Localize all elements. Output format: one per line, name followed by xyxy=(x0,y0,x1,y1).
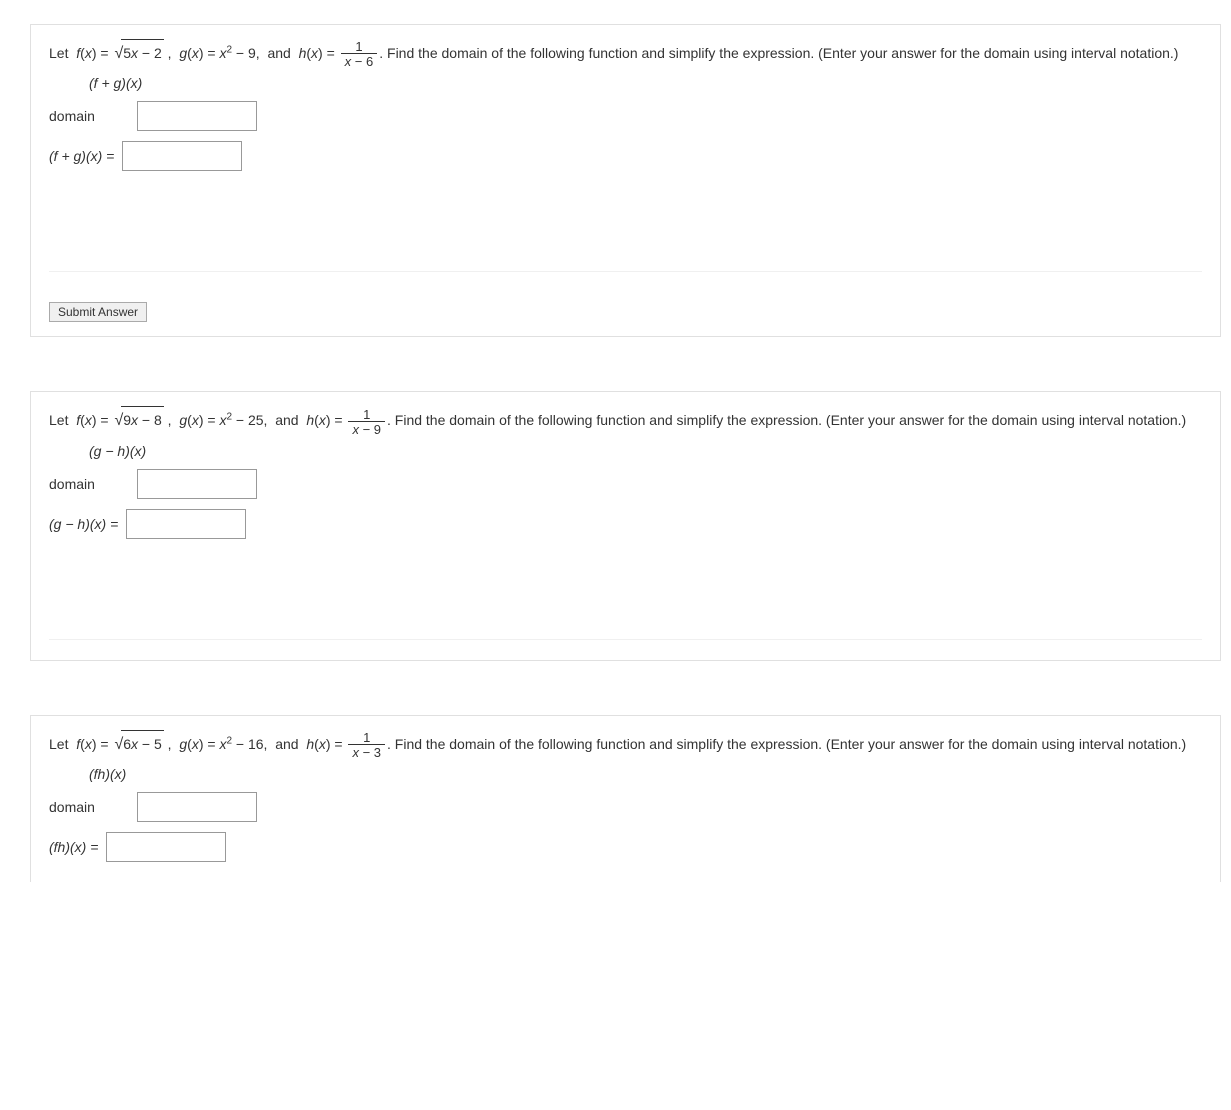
f-coeff: 5 xyxy=(123,45,131,61)
result-label: (f + g)(x) = xyxy=(49,148,114,164)
result-input[interactable] xyxy=(126,509,246,539)
operation-expression: (g − h)(x) xyxy=(89,443,1202,459)
result-input[interactable] xyxy=(122,141,242,171)
spacer xyxy=(49,181,1202,272)
question-wrapper: 5. Let f(x) = 5x − 2 , g(x) = x2 − 9, an… xyxy=(0,0,1231,337)
question-wrapper: 6. Let f(x) = 9x − 8 , g(x) = x2 − 25, a… xyxy=(0,367,1231,660)
question-content: Let f(x) = 5x − 2 , g(x) = x2 − 9, and h… xyxy=(31,25,1220,292)
f-const: 5 xyxy=(154,736,162,752)
question-wrapper: 7. Let f(x) = 6x − 5 , g(x) = x2 − 16, a… xyxy=(0,691,1231,882)
result-label: (fh)(x) = xyxy=(49,839,98,855)
g-const: 25 xyxy=(248,412,264,428)
question-block: Let f(x) = 9x − 8 , g(x) = x2 − 25, and … xyxy=(30,391,1221,660)
let-label: Let xyxy=(49,45,68,61)
result-row: (f + g)(x) = xyxy=(49,141,1202,171)
g-const: 16 xyxy=(248,736,264,752)
domain-row: domain xyxy=(49,469,1202,499)
let-label: Let xyxy=(49,736,68,752)
f-coeff: 6 xyxy=(123,736,131,752)
submit-area: Submit Answer xyxy=(31,292,1220,336)
h-const: 6 xyxy=(366,54,373,69)
domain-row: domain xyxy=(49,792,1202,822)
operation-expression: (f + g)(x) xyxy=(89,75,1202,91)
f-coeff: 9 xyxy=(123,412,131,428)
tail-text: Find the domain of the following functio… xyxy=(395,736,1186,752)
domain-input[interactable] xyxy=(137,101,257,131)
f-const: 2 xyxy=(154,45,162,61)
result-row: (fh)(x) = xyxy=(49,832,1202,862)
and-label: and xyxy=(267,45,290,61)
domain-label: domain xyxy=(49,476,129,492)
tail-text: Find the domain of the following functio… xyxy=(387,45,1178,61)
question-block: Let f(x) = 6x − 5 , g(x) = x2 − 16, and … xyxy=(30,715,1221,882)
prompt-text: Let f(x) = 5x − 2 , g(x) = x2 − 9, and h… xyxy=(49,39,1202,69)
tail-text: Find the domain of the following functio… xyxy=(395,412,1186,428)
h-const: 9 xyxy=(374,422,381,437)
prompt-text: Let f(x) = 9x − 8 , g(x) = x2 − 25, and … xyxy=(49,406,1202,436)
and-label: and xyxy=(275,736,298,752)
domain-row: domain xyxy=(49,101,1202,131)
operation-expression: (fh)(x) xyxy=(89,766,1202,782)
prompt-text: Let f(x) = 6x − 5 , g(x) = x2 − 16, and … xyxy=(49,730,1202,760)
domain-input[interactable] xyxy=(137,792,257,822)
domain-input[interactable] xyxy=(137,469,257,499)
result-label: (g − h)(x) = xyxy=(49,516,118,532)
spacer xyxy=(49,549,1202,640)
question-block: Let f(x) = 5x − 2 , g(x) = x2 − 9, and h… xyxy=(30,24,1221,337)
submit-button[interactable]: Submit Answer xyxy=(49,302,147,322)
result-row: (g − h)(x) = xyxy=(49,509,1202,539)
h-const: 3 xyxy=(374,745,381,760)
domain-label: domain xyxy=(49,108,129,124)
and-label: and xyxy=(275,412,298,428)
question-content: Let f(x) = 9x − 8 , g(x) = x2 − 25, and … xyxy=(31,392,1220,659)
domain-label: domain xyxy=(49,799,129,815)
let-label: Let xyxy=(49,412,68,428)
question-content: Let f(x) = 6x − 5 , g(x) = x2 − 16, and … xyxy=(31,716,1220,882)
result-input[interactable] xyxy=(106,832,226,862)
f-const: 8 xyxy=(154,412,162,428)
g-const: 9 xyxy=(248,45,256,61)
